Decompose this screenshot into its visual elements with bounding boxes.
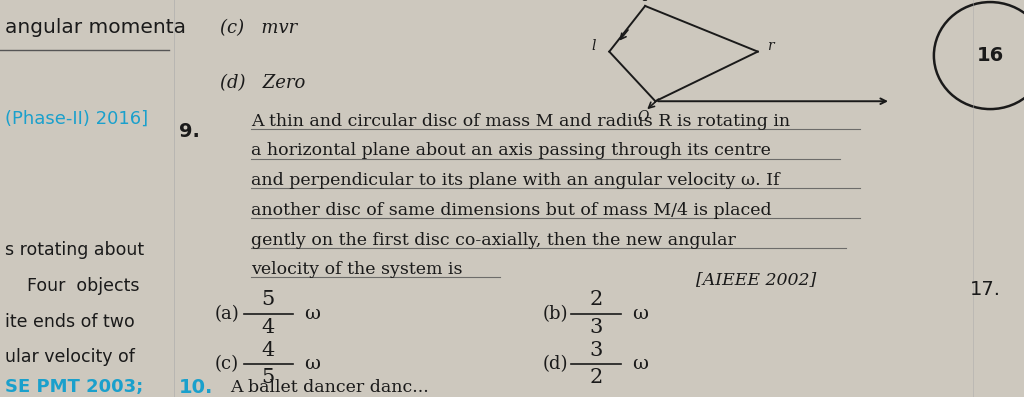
Text: ω: ω bbox=[632, 304, 648, 323]
Text: s rotating about: s rotating about bbox=[5, 241, 144, 259]
Text: (d)   Zero: (d) Zero bbox=[220, 74, 305, 93]
Text: 4: 4 bbox=[262, 341, 274, 360]
Text: (b): (b) bbox=[543, 304, 568, 323]
Text: 2: 2 bbox=[590, 368, 602, 387]
Text: (c): (c) bbox=[215, 355, 240, 373]
Text: (c)   mvr: (c) mvr bbox=[220, 19, 297, 37]
Text: ite ends of two: ite ends of two bbox=[5, 312, 135, 331]
Text: a horizontal plane about an axis passing through its centre: a horizontal plane about an axis passing… bbox=[251, 143, 771, 159]
Text: 2: 2 bbox=[590, 290, 602, 309]
Text: r: r bbox=[767, 39, 773, 53]
Text: another disc of same dimensions but of mass M/4 is placed: another disc of same dimensions but of m… bbox=[251, 202, 771, 219]
Text: 16: 16 bbox=[977, 46, 1004, 65]
Text: 17.: 17. bbox=[970, 280, 1000, 299]
Text: ω: ω bbox=[632, 355, 648, 373]
Text: 5: 5 bbox=[262, 368, 274, 387]
Text: gently on the first disc co-axially, then the new angular: gently on the first disc co-axially, the… bbox=[251, 232, 736, 249]
Text: Four  objects: Four objects bbox=[5, 277, 139, 295]
Text: ω: ω bbox=[304, 304, 321, 323]
Text: A thin and circular disc of mass M and radius R is rotating in: A thin and circular disc of mass M and r… bbox=[251, 113, 790, 129]
Text: (a): (a) bbox=[215, 304, 240, 323]
Text: ular velocity of: ular velocity of bbox=[5, 348, 135, 366]
Text: 10.: 10. bbox=[179, 378, 214, 397]
Text: 5: 5 bbox=[262, 290, 274, 309]
Text: velocity of the system is: velocity of the system is bbox=[251, 262, 463, 278]
Text: 4: 4 bbox=[262, 318, 274, 337]
Text: 3: 3 bbox=[589, 341, 603, 360]
Text: 9.: 9. bbox=[179, 121, 200, 141]
Text: (d): (d) bbox=[543, 355, 568, 373]
Text: [AIEEE 2002]: [AIEEE 2002] bbox=[696, 272, 816, 288]
Text: P: P bbox=[642, 0, 652, 4]
Text: SE PMT 2003;: SE PMT 2003; bbox=[5, 378, 143, 396]
Text: and perpendicular to its plane with an angular velocity ω. If: and perpendicular to its plane with an a… bbox=[251, 172, 779, 189]
Text: angular momenta: angular momenta bbox=[5, 18, 186, 37]
Text: ω: ω bbox=[304, 355, 321, 373]
Text: (Phase-II) 2016]: (Phase-II) 2016] bbox=[5, 110, 148, 128]
Text: O: O bbox=[637, 110, 649, 124]
Text: 3: 3 bbox=[589, 318, 603, 337]
Text: l: l bbox=[592, 39, 596, 53]
Text: A ballet dancer danc...: A ballet dancer danc... bbox=[230, 379, 429, 395]
